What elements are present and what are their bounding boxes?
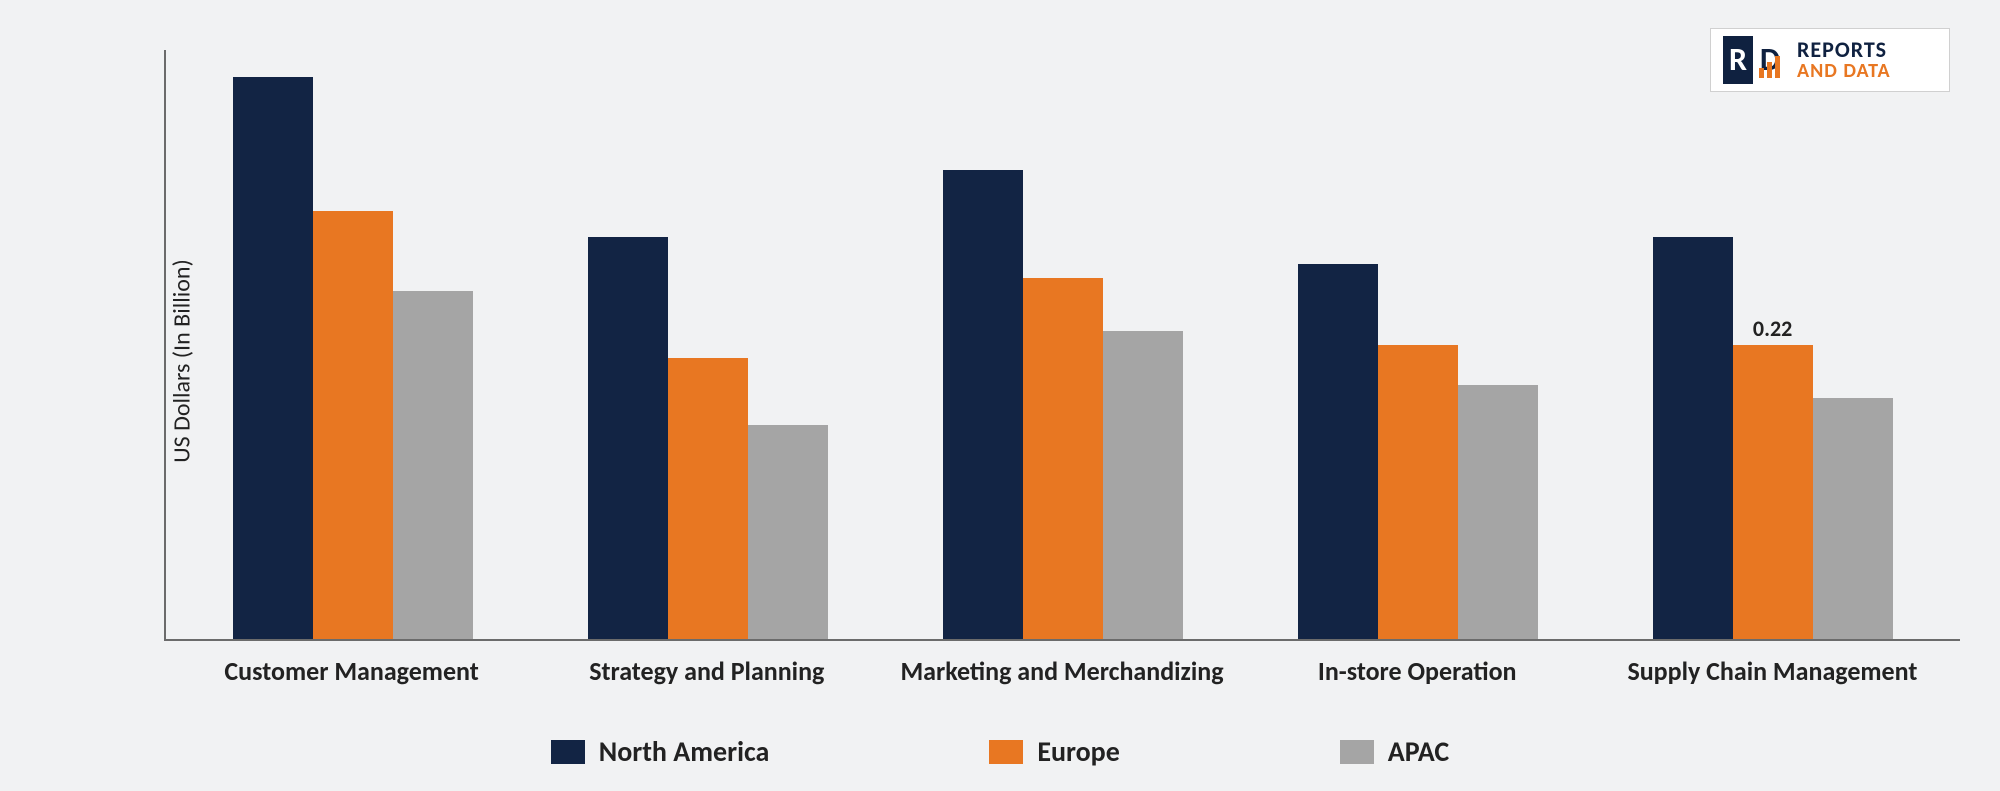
chart-legend: North America Europe APAC: [0, 734, 2000, 769]
bar: [588, 237, 668, 639]
legend-swatch-icon: [989, 740, 1023, 764]
page-root: R D REPORTS AND DATA US Dollars (In Bill…: [0, 0, 2000, 791]
x-axis-ticks: Customer ManagementStrategy and Planning…: [164, 655, 1960, 687]
bar: [1298, 264, 1378, 639]
bar-group: [176, 50, 531, 639]
legend-item: Europe: [989, 734, 1119, 769]
bar-groups: 0.22: [166, 50, 1960, 639]
bar: [393, 291, 473, 639]
legend-label: APAC: [1388, 734, 1449, 769]
x-tick-label: Supply Chain Management: [1595, 655, 1950, 687]
bar: [943, 170, 1023, 639]
chart-area: US Dollars (In Billion) 0.22 Customer Ma…: [60, 20, 1960, 701]
bar-group: [531, 50, 886, 639]
legend-label: Europe: [1037, 734, 1119, 769]
bar: [1653, 237, 1733, 639]
bar-group: [886, 50, 1241, 639]
x-tick-label: Customer Management: [174, 655, 529, 687]
bar: [1458, 385, 1538, 639]
bar: [1103, 331, 1183, 639]
legend-label: North America: [599, 734, 770, 769]
x-tick-label: In-store Operation: [1240, 655, 1595, 687]
bar: [748, 425, 828, 639]
bar: [668, 358, 748, 639]
bar-value-label: 0.22: [1753, 315, 1792, 342]
bar: [233, 77, 313, 639]
bar-group: 0.22: [1595, 50, 1950, 639]
x-tick-label: Marketing and Merchandizing: [884, 655, 1239, 687]
legend-item: APAC: [1340, 734, 1449, 769]
legend-item: North America: [551, 734, 770, 769]
bar-group: [1240, 50, 1595, 639]
plot-region: 0.22: [164, 50, 1960, 641]
legend-swatch-icon: [551, 740, 585, 764]
legend-swatch-icon: [1340, 740, 1374, 764]
bar: [1378, 345, 1458, 640]
bar: [1023, 278, 1103, 639]
bar: 0.22: [1733, 345, 1813, 640]
x-tick-label: Strategy and Planning: [529, 655, 884, 687]
bar: [313, 211, 393, 639]
bar: [1813, 398, 1893, 639]
